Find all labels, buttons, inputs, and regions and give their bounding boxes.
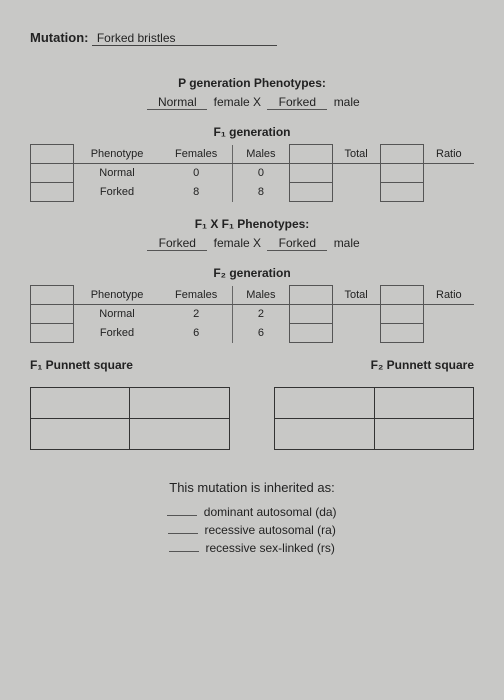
p-cross: Normal female X Forked male xyxy=(30,95,474,110)
f2-h-pheno: Phenotype xyxy=(74,286,161,305)
f1-punnett: F₁ Punnett square xyxy=(30,358,230,450)
f1-h-males: Males xyxy=(233,145,289,164)
f1-r1-m: 8 xyxy=(233,183,289,202)
p-right: Forked xyxy=(267,95,327,110)
f1xf1-cross-text: female X xyxy=(214,236,261,250)
mutation-label: Mutation: xyxy=(30,30,88,45)
f1-h-females: Females xyxy=(160,145,233,164)
p-cross-text: female X xyxy=(214,95,261,109)
f2-punnett: F₂ Punnett square xyxy=(274,358,474,450)
mutation-value: Forked bristles xyxy=(92,31,277,46)
f1-punnett-grid xyxy=(30,387,230,450)
f2-r0-f: 2 xyxy=(160,305,233,324)
inheritance-opt2: recessive autosomal (ra) xyxy=(30,523,474,537)
f2-punnett-grid xyxy=(274,387,474,450)
f1-r0-f: 0 xyxy=(160,164,233,183)
inheritance-block: This mutation is inherited as: dominant … xyxy=(30,480,474,555)
p-left: Normal xyxy=(147,95,207,110)
f1xf1-cross: Forked female X Forked male xyxy=(30,236,474,251)
f2-h-males: Males xyxy=(233,286,289,305)
f2-r0-pheno: Normal xyxy=(74,305,161,324)
f1-punnett-label: F₁ Punnett square xyxy=(30,358,230,372)
inheritance-opt1: dominant autosomal (da) xyxy=(30,505,474,519)
f2-h-total: Total xyxy=(332,286,380,305)
f1-title: F₁ generation xyxy=(30,125,474,139)
f1-r0-pheno: Normal xyxy=(74,164,161,183)
f1-r0-m: 0 xyxy=(233,164,289,183)
f2-title: F₂ generation xyxy=(30,266,474,280)
f1-h-pheno: Phenotype xyxy=(74,145,161,164)
f2-h-females: Females xyxy=(160,286,233,305)
inheritance-title: This mutation is inherited as: xyxy=(30,480,474,495)
f1xf1-title: F₁ X F₁ Phenotypes: xyxy=(30,217,474,231)
f2-r1-pheno: Forked xyxy=(74,324,161,343)
f2-r0-m: 2 xyxy=(233,305,289,324)
f1-r1-pheno: Forked xyxy=(74,183,161,202)
f1-r1-f: 8 xyxy=(160,183,233,202)
f1-h-total: Total xyxy=(332,145,380,164)
f1xf1-left: Forked xyxy=(147,236,207,251)
f2-r1-f: 6 xyxy=(160,324,233,343)
f1-h-ratio: Ratio xyxy=(423,145,474,164)
f2-table: Phenotype Females Males Total Ratio Norm… xyxy=(30,285,474,343)
f2-h-ratio: Ratio xyxy=(423,286,474,305)
p-end: male xyxy=(334,95,360,109)
mutation-line: Mutation: Forked bristles xyxy=(30,30,474,46)
f1xf1-right: Forked xyxy=(267,236,327,251)
inheritance-opt3: recessive sex-linked (rs) xyxy=(30,541,474,555)
p-gen-title: P generation Phenotypes: xyxy=(30,76,474,90)
f2-punnett-label: F₂ Punnett square xyxy=(274,358,474,372)
f2-r1-m: 6 xyxy=(233,324,289,343)
f1xf1-end: male xyxy=(334,236,360,250)
f1-table: Phenotype Females Males Total Ratio Norm… xyxy=(30,144,474,202)
